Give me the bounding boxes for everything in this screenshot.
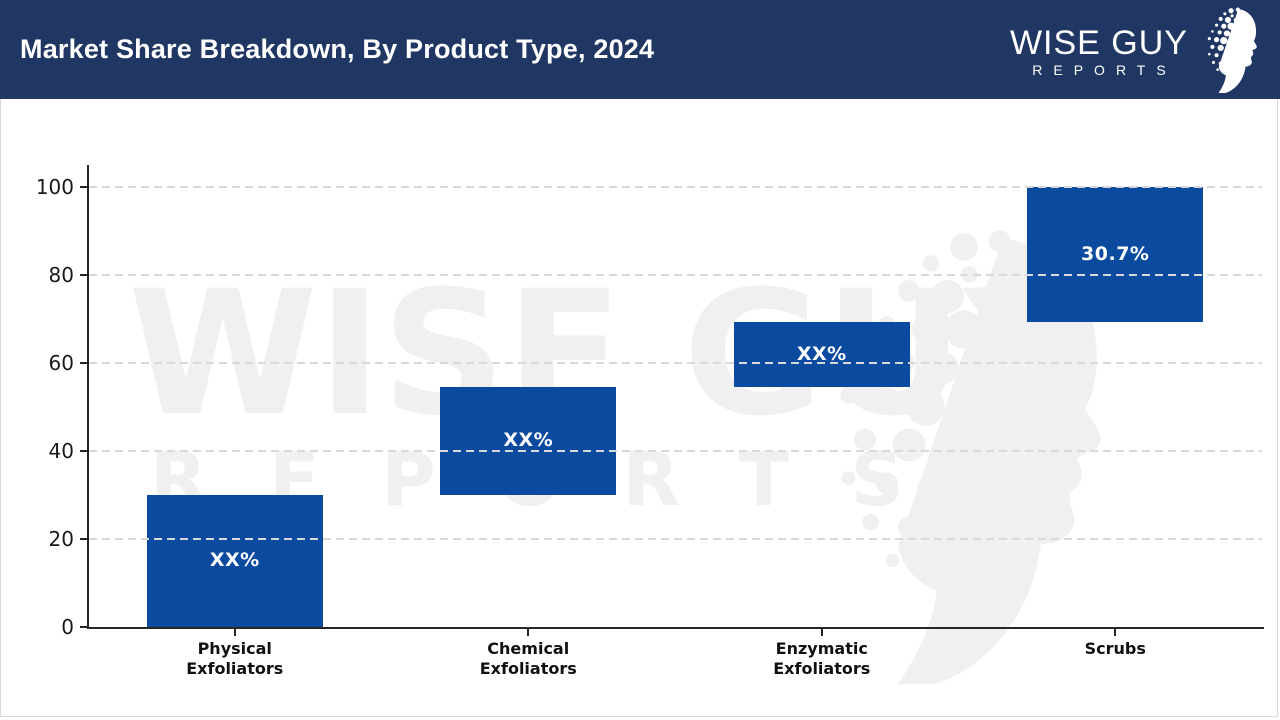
y-axis-spine: [87, 165, 89, 629]
x-category-label-line: Enzymatic: [775, 639, 868, 658]
y-tick-label-40: 40: [48, 439, 74, 463]
y-tick-20: [80, 538, 87, 540]
x-category-label-scrubs: Scrubs: [995, 639, 1235, 659]
x-category-label-line: Scrubs: [1084, 639, 1146, 658]
y-tick-100: [80, 186, 87, 188]
y-tick-label-20: 20: [48, 527, 74, 551]
x-category-label-chemical-exfoliators: Chemical Exfoliators: [408, 639, 648, 679]
gridline-100: [89, 186, 1262, 188]
x-category-label-enzymatic-exfoliators: Enzymatic Exfoliators: [702, 639, 942, 679]
logo-subtitle: REPORTS: [1032, 61, 1177, 78]
wise-guy-logo: WISE GUY REPORTS: [1010, 6, 1266, 94]
y-tick-label-80: 80: [48, 263, 74, 287]
x-category-label-physical-exfoliators: Physical Exfoliators: [115, 639, 355, 679]
logo-wordmark: WISE GUY: [1009, 23, 1188, 62]
gridline-80: [89, 274, 1262, 276]
y-tick-label-0: 0: [61, 615, 74, 639]
y-tick-label-60: 60: [48, 351, 74, 375]
header-bar: Market Share Breakdown, By Product Type,…: [0, 0, 1280, 99]
x-category-label-line: Physical: [197, 639, 272, 658]
x-tick-enzymatic-exfoliators: [820, 629, 823, 636]
gridline-40: [89, 450, 1262, 452]
y-tick-label-100: 100: [35, 175, 74, 199]
bar-chemical-exfoliators: [440, 387, 617, 495]
gridline-60: [89, 362, 1262, 364]
x-category-label-line: Exfoliators: [186, 659, 284, 678]
bar-value-label-scrubs: 30.7%: [1081, 242, 1150, 265]
bar-value-label-physical-exfoliators: XX%: [209, 549, 260, 571]
x-tick-scrubs: [1114, 629, 1117, 636]
x-axis-spine: [87, 627, 1264, 629]
x-tick-physical-exfoliators: [233, 629, 236, 636]
bar-value-label-enzymatic-exfoliators: XX%: [796, 342, 847, 365]
y-tick-40: [80, 450, 87, 452]
bar-scrubs: [1027, 187, 1204, 323]
y-tick-60: [80, 362, 87, 364]
logo-text: WISE GUY REPORTS: [1010, 25, 1188, 79]
y-tick-0: [80, 626, 87, 628]
page-title: Market Share Breakdown, By Product Type,…: [20, 34, 655, 64]
bar-value-label-chemical-exfoliators: XX%: [503, 429, 554, 452]
x-category-label-line: Chemical: [487, 639, 570, 658]
x-category-label-line: Exfoliators: [479, 659, 577, 678]
bar-enzymatic-exfoliators: [733, 322, 910, 388]
gridline-20: [89, 538, 1262, 540]
x-category-label-line: Exfoliators: [773, 659, 871, 678]
y-tick-80: [80, 274, 87, 276]
bar-physical-exfoliators: [146, 495, 323, 627]
x-tick-chemical-exfoliators: [527, 629, 530, 636]
